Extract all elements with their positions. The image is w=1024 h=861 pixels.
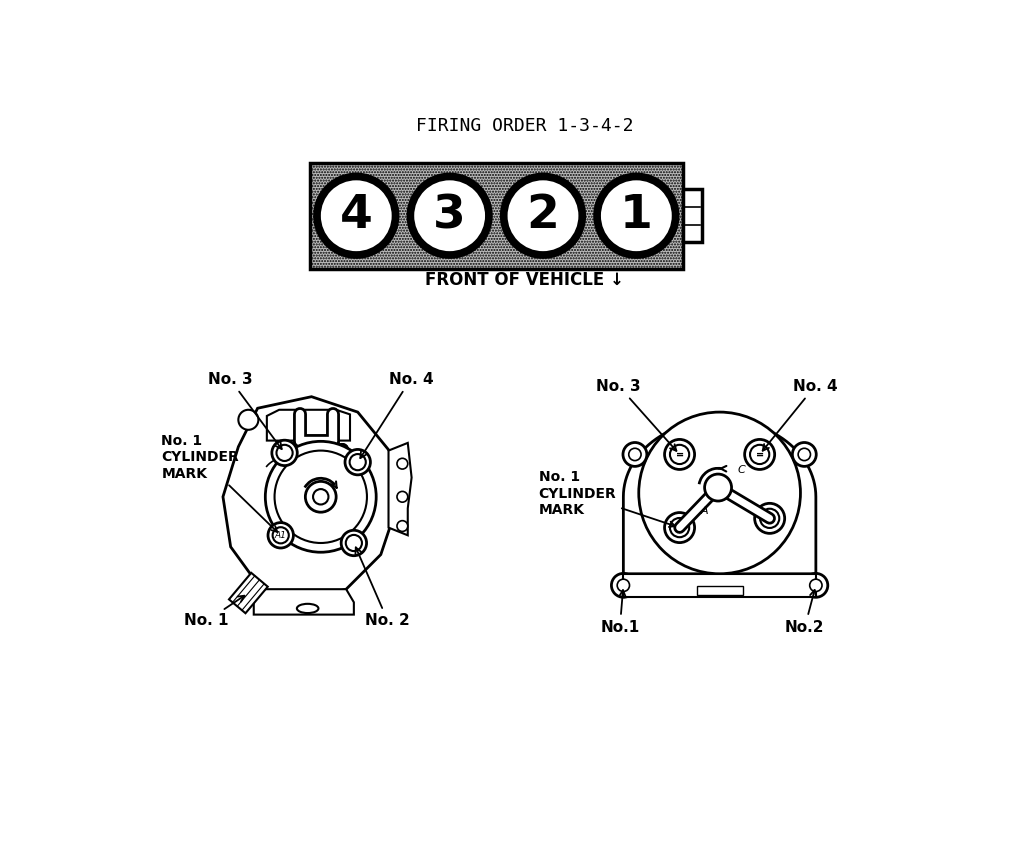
Bar — [309, 163, 683, 269]
Circle shape — [239, 410, 258, 430]
Text: No. 1
CYLINDER
MARK: No. 1 CYLINDER MARK — [539, 470, 675, 527]
Circle shape — [397, 492, 408, 502]
Circle shape — [276, 445, 293, 461]
Circle shape — [744, 439, 775, 469]
Circle shape — [313, 172, 399, 259]
Text: A1: A1 — [274, 530, 287, 540]
Text: =: = — [756, 449, 764, 460]
Circle shape — [755, 504, 784, 533]
Text: FIRING ORDER 1-3-4-2: FIRING ORDER 1-3-4-2 — [416, 116, 634, 134]
Circle shape — [665, 439, 694, 469]
Text: No.2: No.2 — [785, 590, 824, 635]
Circle shape — [601, 180, 672, 251]
Text: FRONT OF VEHICLE ↓: FRONT OF VEHICLE ↓ — [425, 270, 625, 288]
Circle shape — [415, 180, 485, 251]
Text: =: = — [676, 449, 684, 460]
Polygon shape — [223, 397, 396, 601]
Text: No. 4: No. 4 — [360, 372, 433, 458]
Text: 1: 1 — [620, 193, 652, 238]
Text: 3: 3 — [433, 193, 466, 238]
Text: =: = — [766, 513, 774, 523]
Text: No. 1
CYLINDER
MARK: No. 1 CYLINDER MARK — [162, 434, 278, 532]
Circle shape — [623, 443, 647, 467]
Circle shape — [321, 180, 392, 251]
Circle shape — [670, 518, 689, 537]
Circle shape — [305, 481, 336, 512]
Text: 2: 2 — [526, 193, 559, 238]
Text: No. 1: No. 1 — [184, 596, 245, 629]
Polygon shape — [388, 443, 412, 536]
Circle shape — [670, 445, 689, 464]
Text: No. 3: No. 3 — [208, 372, 282, 449]
Circle shape — [397, 521, 408, 531]
Circle shape — [345, 449, 371, 475]
Circle shape — [508, 180, 579, 251]
Bar — [683, 189, 702, 242]
Polygon shape — [254, 589, 354, 615]
Text: =: = — [676, 523, 684, 533]
Circle shape — [593, 172, 680, 259]
Text: No. 4: No. 4 — [763, 379, 838, 450]
Circle shape — [397, 458, 408, 469]
Circle shape — [793, 443, 816, 467]
Circle shape — [265, 442, 376, 552]
Text: 4: 4 — [340, 193, 373, 238]
Circle shape — [665, 512, 694, 542]
Text: No.1: No.1 — [600, 590, 640, 635]
Polygon shape — [624, 420, 816, 573]
Circle shape — [639, 412, 801, 573]
Text: C: C — [737, 465, 745, 474]
Polygon shape — [267, 410, 350, 441]
Circle shape — [629, 449, 641, 461]
Circle shape — [705, 474, 731, 501]
Text: No. 2: No. 2 — [355, 548, 411, 629]
Circle shape — [349, 454, 366, 470]
Circle shape — [271, 440, 297, 466]
Circle shape — [274, 450, 367, 543]
Circle shape — [804, 573, 827, 598]
Circle shape — [500, 172, 586, 259]
Circle shape — [341, 530, 367, 555]
Circle shape — [611, 573, 635, 598]
Circle shape — [760, 509, 779, 528]
Text: A: A — [700, 505, 708, 516]
Circle shape — [268, 523, 294, 548]
Circle shape — [617, 579, 630, 592]
Circle shape — [798, 449, 810, 461]
Bar — [696, 586, 742, 595]
Text: No. 3: No. 3 — [596, 379, 677, 451]
Bar — [309, 163, 683, 269]
Bar — [624, 573, 816, 597]
Circle shape — [750, 445, 769, 464]
Circle shape — [810, 579, 822, 592]
Circle shape — [313, 489, 329, 505]
Ellipse shape — [297, 604, 318, 613]
Circle shape — [272, 527, 289, 543]
Polygon shape — [229, 573, 267, 613]
Circle shape — [407, 172, 493, 259]
Circle shape — [346, 535, 361, 551]
